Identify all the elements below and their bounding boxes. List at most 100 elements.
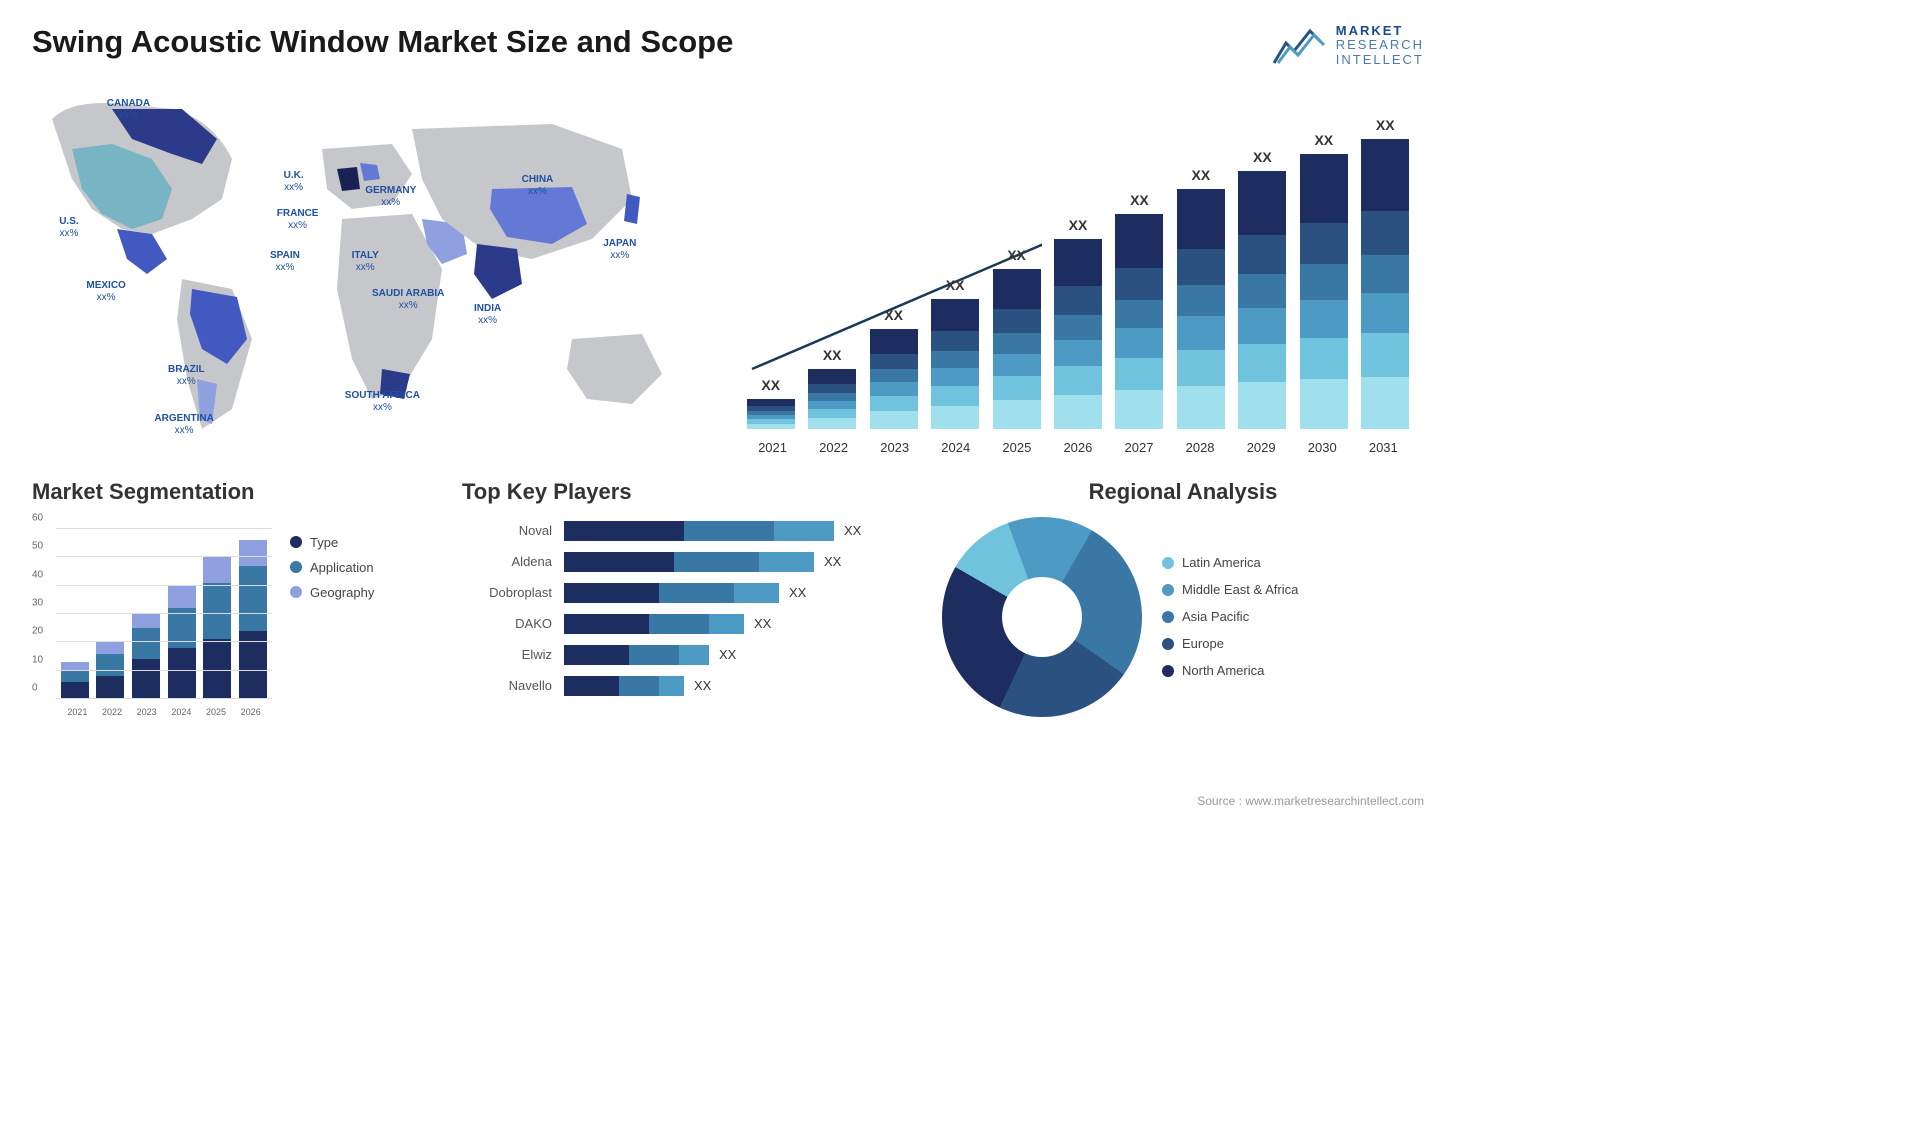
growth-top-label: XX [1192, 167, 1211, 183]
growth-bar [1361, 139, 1409, 429]
legend-label: Type [310, 535, 338, 550]
grid-line [56, 528, 272, 529]
y-axis-label: 50 [32, 541, 43, 552]
player-bar [564, 521, 834, 541]
growth-bar [1115, 214, 1163, 429]
y-axis-label: 20 [32, 626, 43, 637]
legend-item: Asia Pacific [1162, 609, 1298, 624]
grid-line [56, 670, 272, 671]
player-name: Elwiz [462, 645, 552, 665]
y-axis-label: 10 [32, 654, 43, 665]
legend-label: Europe [1182, 636, 1224, 651]
grid-line [56, 556, 272, 557]
growth-x-label: 2030 [1294, 440, 1350, 455]
player-name: DAKO [462, 614, 552, 634]
players-chart: NovalAldenaDobroplastDAKOElwizNavello XX… [462, 517, 912, 696]
country-label: FRANCExx% [277, 208, 319, 232]
y-axis-label: 30 [32, 597, 43, 608]
seg-bar [239, 540, 267, 699]
legend-label: Application [310, 560, 374, 575]
country-label: U.K.xx% [284, 170, 304, 194]
country-label: SAUDI ARABIAxx% [372, 288, 444, 312]
seg-x-label: 2021 [60, 707, 95, 717]
country-label: SPAINxx% [270, 250, 300, 274]
legend-label: Asia Pacific [1182, 609, 1249, 624]
country-label: MEXICOxx% [86, 280, 125, 304]
growth-bar [870, 329, 918, 429]
player-value: XX [719, 647, 736, 662]
legend-item: North America [1162, 663, 1298, 678]
growth-x-label: 2028 [1172, 440, 1228, 455]
growth-x-label: 2021 [745, 440, 801, 455]
growth-x-label: 2024 [928, 440, 984, 455]
player-row: XX [564, 552, 912, 572]
legend-item: Middle East & Africa [1162, 582, 1298, 597]
seg-x-label: 2024 [164, 707, 199, 717]
growth-top-label: XX [761, 377, 780, 393]
legend-label: North America [1182, 663, 1264, 678]
player-bar [564, 583, 779, 603]
growth-bar [1238, 171, 1286, 429]
growth-top-label: XX [1253, 149, 1272, 165]
player-value: XX [789, 585, 806, 600]
legend-swatch [1162, 638, 1174, 650]
player-bar [564, 552, 814, 572]
grid-line [56, 641, 272, 642]
growth-x-label: 2031 [1355, 440, 1411, 455]
logo-icon [1272, 25, 1328, 65]
country-label: CANADAxx% [107, 98, 150, 122]
growth-x-label: 2026 [1050, 440, 1106, 455]
growth-bar [931, 299, 979, 429]
growth-top-label: XX [884, 307, 903, 323]
player-bar [564, 614, 744, 634]
player-row: XX [564, 583, 912, 603]
player-row: XX [564, 521, 912, 541]
growth-bar [808, 369, 856, 429]
logo-text-2: RESEARCH [1336, 38, 1424, 52]
segmentation-chart: 202120222023202420252026 0102030405060 T… [32, 517, 432, 717]
country-label: CHINAxx% [522, 174, 554, 198]
player-row: XX [564, 676, 912, 696]
country-label: JAPANxx% [603, 238, 636, 262]
world-map: CANADAxx%U.S.xx%MEXICOxx%BRAZILxx%ARGENT… [32, 79, 712, 459]
brand-logo: MARKET RESEARCH INTELLECT [1272, 24, 1424, 67]
regional-title: Regional Analysis [942, 479, 1424, 505]
legend-item: Application [290, 560, 374, 575]
growth-top-label: XX [1376, 117, 1395, 133]
growth-bar [993, 269, 1041, 429]
growth-bar [747, 399, 795, 429]
players-title: Top Key Players [462, 479, 912, 505]
legend-item: Type [290, 535, 374, 550]
segmentation-legend: Type Application Geography [290, 517, 374, 717]
player-name: Navello [462, 676, 552, 696]
player-value: XX [694, 678, 711, 693]
country-label: ITALYxx% [352, 250, 379, 274]
country-label: GERMANYxx% [365, 185, 416, 209]
legend-swatch [1162, 611, 1174, 623]
seg-bar [96, 642, 124, 699]
seg-bar [168, 586, 196, 699]
seg-x-label: 2023 [129, 707, 164, 717]
player-bar [564, 645, 709, 665]
legend-label: Latin America [1182, 555, 1261, 570]
growth-top-label: XX [946, 277, 965, 293]
seg-bar [61, 662, 89, 699]
player-name: Aldena [462, 552, 552, 572]
growth-x-label: 2027 [1111, 440, 1167, 455]
country-label: ARGENTINAxx% [154, 413, 213, 437]
player-value: XX [824, 554, 841, 569]
growth-top-label: XX [1007, 247, 1026, 263]
legend-swatch [290, 536, 302, 548]
growth-x-label: 2025 [989, 440, 1045, 455]
growth-bar-chart: 2021202220232024202520262027202820292030… [742, 79, 1424, 459]
legend-label: Geography [310, 585, 374, 600]
legend-label: Middle East & Africa [1182, 582, 1298, 597]
regional-chart: Latin America Middle East & Africa Asia Pa… [942, 517, 1424, 717]
y-axis-label: 40 [32, 569, 43, 580]
legend-item: Europe [1162, 636, 1298, 651]
segmentation-title: Market Segmentation [32, 479, 432, 505]
player-value: XX [844, 523, 861, 538]
growth-bar [1054, 239, 1102, 429]
page-title: Swing Acoustic Window Market Size and Sc… [32, 24, 733, 60]
y-axis-label: 0 [32, 682, 38, 693]
